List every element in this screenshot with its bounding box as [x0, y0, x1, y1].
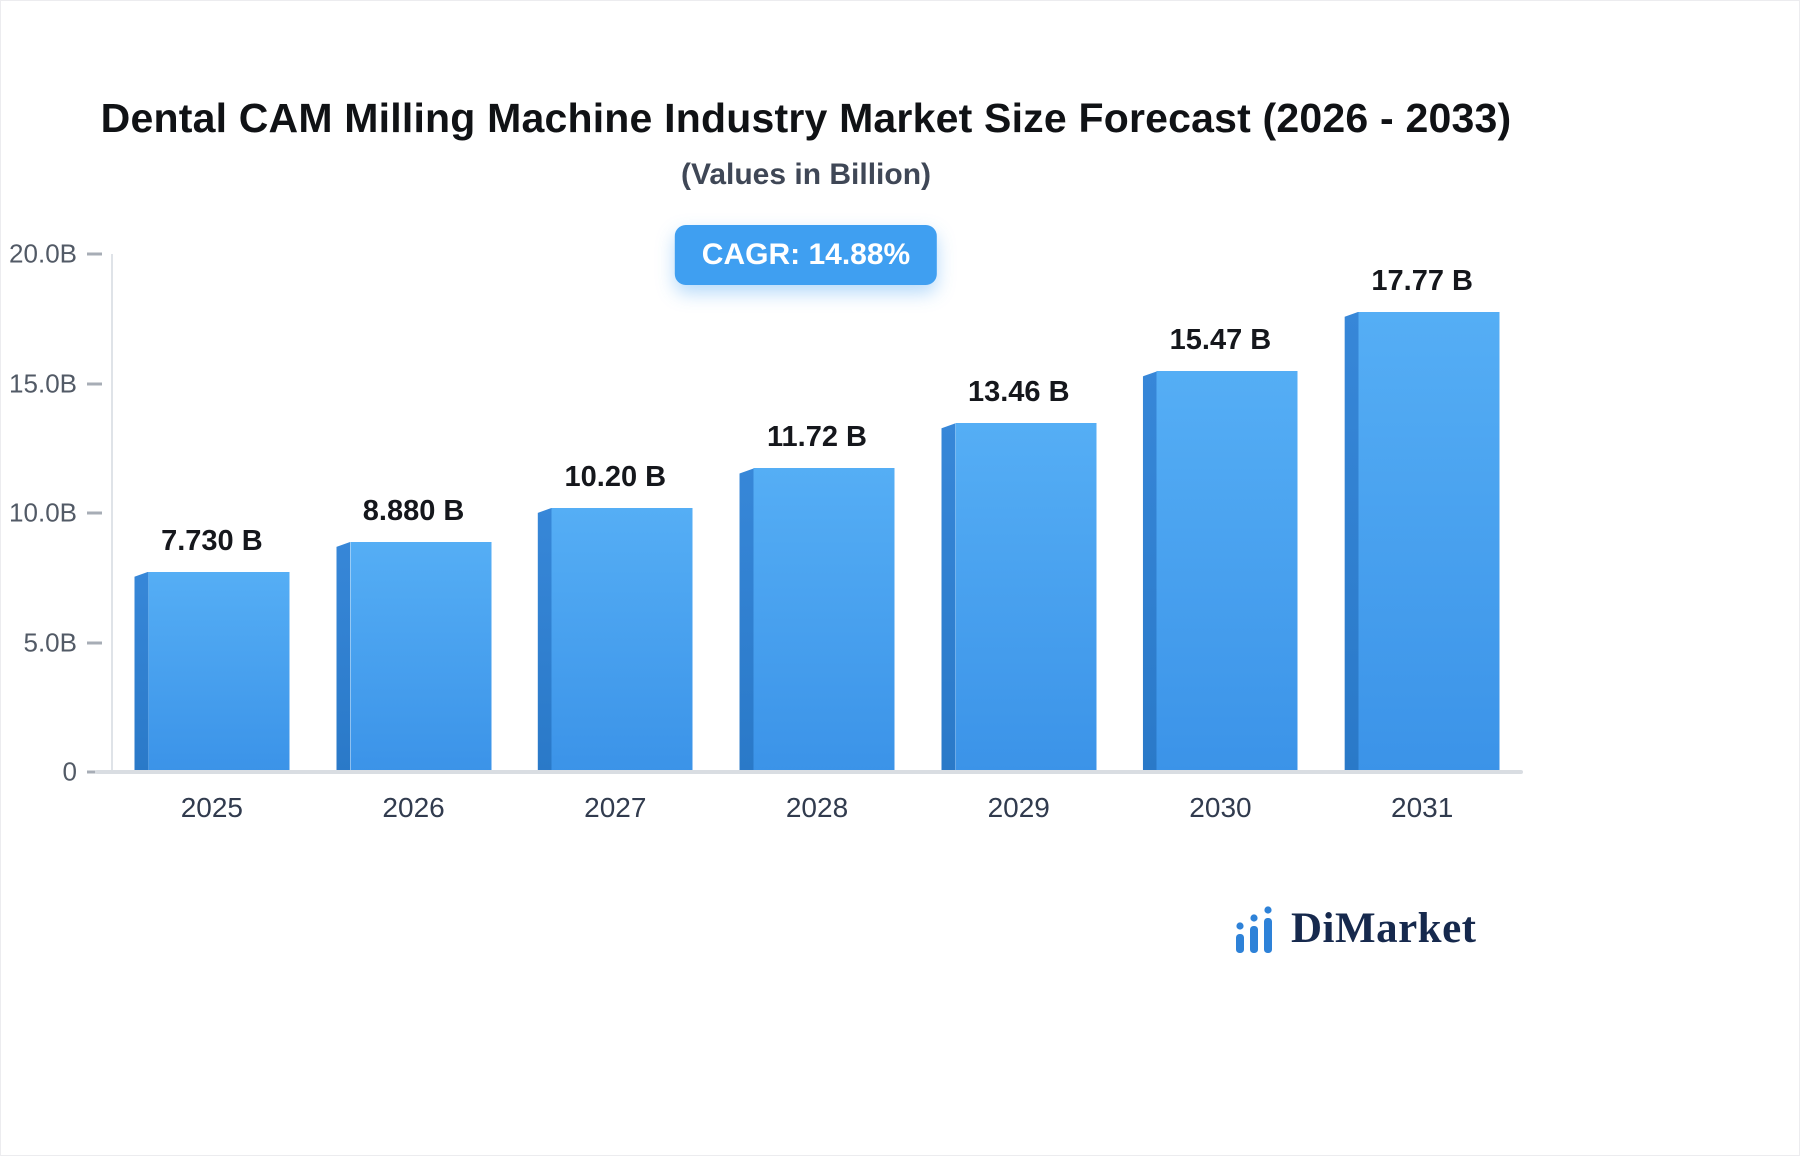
y-axis-line: [111, 254, 113, 772]
bar-front-face: [350, 542, 492, 772]
bar-value-label: 7.730 B: [161, 524, 263, 557]
bar-value-label: 11.72 B: [767, 421, 868, 454]
bar-side-face: [134, 571, 149, 772]
chart-subtitle: (Values in Billion): [680, 158, 932, 191]
bar-front-face: [148, 571, 290, 772]
bar-value-label: 8.880 B: [362, 495, 465, 528]
bar-group: 11.72 B 2028: [716, 254, 918, 823]
bar-side-face: [739, 468, 754, 772]
bar-value-label: 13.46 B: [967, 376, 1070, 409]
bar-group: 8.880 B 2026: [313, 254, 515, 823]
y-tick-label: 15.0B: [9, 368, 77, 398]
bar-group: 13.46 B 2029: [918, 254, 1120, 823]
x-axis-label: 2025: [180, 792, 243, 823]
y-tick-mark: [87, 641, 102, 644]
bar: [1142, 371, 1298, 772]
bar: [739, 468, 895, 772]
bar-side-face: [1142, 371, 1157, 772]
bar-side-face: [1344, 311, 1359, 772]
x-axis-label: 2029: [987, 792, 1050, 823]
brand-logo: DiMarket: [1233, 904, 1477, 953]
x-axis-line: [95, 770, 1523, 774]
bar: [134, 571, 290, 772]
bar-group: 7.730 B 2025: [111, 254, 313, 823]
brand-name: DiMarket: [1291, 905, 1477, 952]
bar-group: 17.77 B 2031: [1321, 254, 1523, 823]
chart-header: Dental CAM Milling Machine Industry Mark…: [1, 95, 1611, 192]
x-axis-label: 2027: [584, 792, 647, 823]
x-axis-label: 2031: [1391, 792, 1454, 823]
bar-front-face: [1358, 311, 1500, 772]
bar: [537, 507, 693, 772]
plot-area: 7.730 B 2025 8.880 B 2026 10.20 B 2027 11.72 B…: [111, 254, 1523, 823]
bar: [1344, 311, 1500, 772]
x-axis-label: 2030: [1189, 792, 1252, 823]
bar-front-face: [753, 468, 895, 772]
bar: [941, 423, 1097, 772]
y-tick-label: 10.0B: [9, 497, 77, 528]
bar: [336, 542, 492, 772]
bar-value-label: 17.77 B: [1371, 264, 1473, 297]
bar-value-label: 10.20 B: [564, 460, 667, 493]
y-tick-label: 5.0B: [23, 627, 78, 657]
bar-front-face: [1156, 371, 1298, 772]
bar-front-face: [955, 423, 1097, 772]
bar-chart: 0 5.0B 10.0B 15.0B 20.0B 7.730 B 2025 8.880 B 2…: [9, 239, 1523, 823]
y-tick-mark: [87, 252, 102, 256]
y-tick-mark: [87, 511, 102, 515]
x-axis-label: 2026: [382, 792, 445, 823]
brand-icon: [1236, 905, 1272, 953]
bar-front-face: [551, 507, 693, 772]
bar-group: 10.20 B 2027: [514, 254, 716, 823]
chart-title: Dental CAM Milling Machine Industry Mark…: [100, 95, 1512, 141]
y-tick-label: 0: [62, 756, 77, 787]
y-tick-label: 20.0B: [9, 238, 77, 269]
bar-side-face: [336, 542, 351, 772]
bar-side-face: [537, 507, 552, 772]
bar-group: 15.47 B 2030: [1120, 254, 1322, 823]
bar-value-label: 15.47 B: [1169, 324, 1272, 357]
x-axis-label: 2028: [785, 792, 849, 823]
bar-side-face: [941, 423, 956, 772]
y-tick-mark: [87, 382, 102, 385]
cagr-badge: CAGR: 14.88%: [674, 225, 938, 285]
